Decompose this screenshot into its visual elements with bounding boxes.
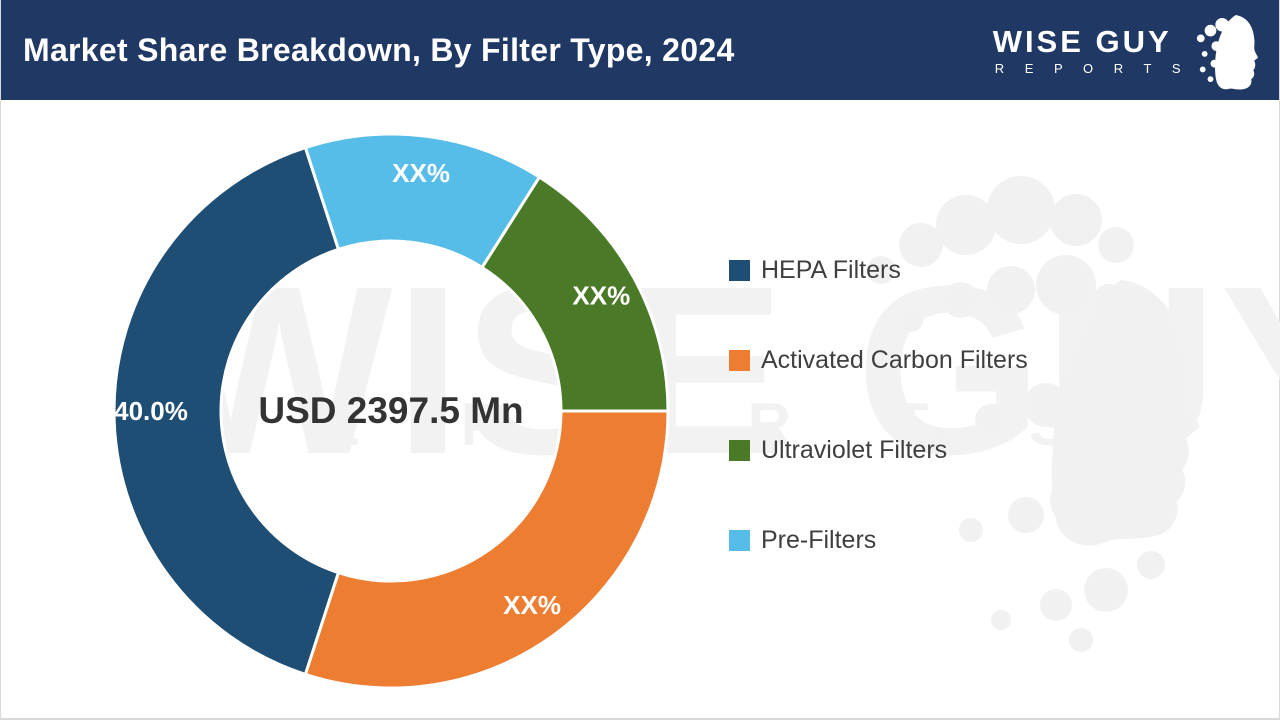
legend-swatch-pre-filters: [729, 530, 750, 551]
legend-swatch-hepa-filters: [729, 260, 750, 281]
donut-segment-ultraviolet-filters: [480, 175, 670, 413]
logo-sub-text: R E P O R T S: [994, 60, 1189, 76]
legend-label-hepa-filters: HEPA Filters: [761, 256, 901, 284]
donut-segment-activated-carbon-filters: [303, 409, 670, 690]
legend-label-pre-filters: Pre-Filters: [761, 526, 877, 554]
wise-guy-reports-logo: WISE GUY R E P O R T S: [993, 8, 1261, 92]
segment-label-pre-filters: XX%: [392, 158, 450, 188]
legend-item-ultraviolet-filters: Ultraviolet Filters: [729, 436, 1028, 464]
donut-segment-pre-filters: [303, 132, 541, 269]
legend-item-activated-carbon-filters: Activated Carbon Filters: [729, 346, 1028, 374]
chart-center-value: USD 2397.5 Mn: [258, 390, 524, 431]
legend-item-hepa-filters: HEPA Filters: [729, 256, 1028, 284]
legend-swatch-ultraviolet-filters: [729, 440, 750, 461]
logo-face-icon: [1196, 15, 1259, 90]
legend-label-activated-carbon-filters: Activated Carbon Filters: [761, 346, 1028, 374]
watermark-brand-text: WISE GUY: [166, 236, 1280, 504]
legend-label-ultraviolet-filters: Ultraviolet Filters: [761, 436, 948, 464]
legend-item-pre-filters: Pre-Filters: [729, 526, 1028, 554]
header-bar: Market Share Breakdown, By Filter Type, …: [1, 0, 1279, 100]
page-title: Market Share Breakdown, By Filter Type, …: [23, 31, 735, 68]
segment-label-activated-carbon-filters: XX%: [503, 590, 561, 620]
segment-label-ultraviolet-filters: XX%: [572, 280, 630, 310]
logo-name-text: WISE GUY: [992, 23, 1172, 59]
chart-legend: HEPA Filters Activated Carbon Filters Ul…: [729, 256, 1028, 618]
logo-text: WISE GUY R E P O R T S: [993, 26, 1189, 75]
segment-label-hepa-filters: 40.0%: [114, 396, 188, 426]
legend-swatch-activated-carbon-filters: [729, 350, 750, 371]
